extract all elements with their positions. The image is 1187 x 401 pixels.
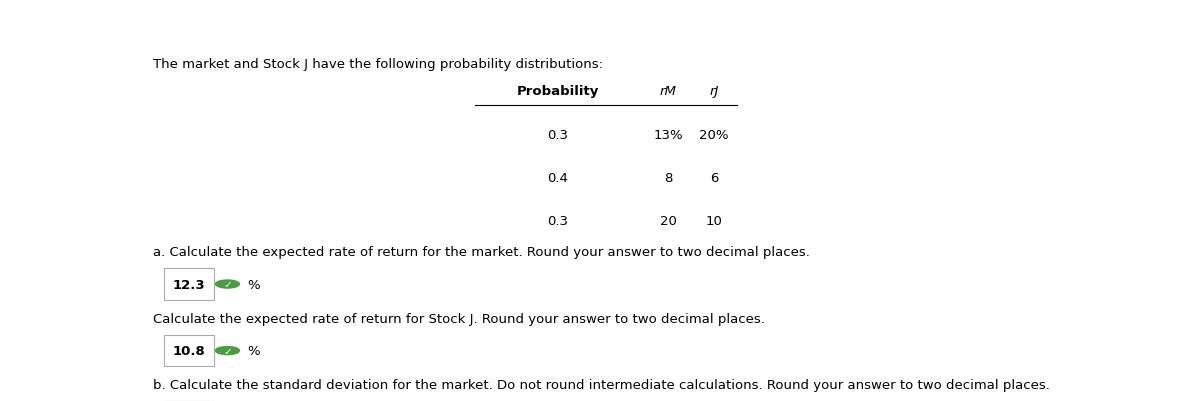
Text: 8: 8 bbox=[664, 172, 672, 184]
Text: ✓: ✓ bbox=[223, 279, 231, 289]
Text: Probability: Probability bbox=[516, 85, 599, 98]
Text: a. Calculate the expected rate of return for the market. Round your answer to tw: a. Calculate the expected rate of return… bbox=[153, 246, 810, 259]
Text: 20%: 20% bbox=[699, 128, 729, 142]
Text: 20: 20 bbox=[660, 215, 677, 228]
Text: 12.3: 12.3 bbox=[172, 278, 205, 291]
FancyBboxPatch shape bbox=[164, 269, 214, 300]
Text: 0.3: 0.3 bbox=[547, 215, 569, 228]
Text: b. Calculate the standard deviation for the market. Do not round intermediate ca: b. Calculate the standard deviation for … bbox=[153, 379, 1049, 391]
Text: The market and Stock J have the following probability distributions:: The market and Stock J have the followin… bbox=[153, 57, 603, 70]
Text: rM: rM bbox=[660, 85, 677, 98]
Circle shape bbox=[216, 280, 240, 288]
Text: 0.4: 0.4 bbox=[547, 172, 569, 184]
Text: 10: 10 bbox=[706, 215, 723, 228]
Text: 0.3: 0.3 bbox=[547, 128, 569, 142]
Text: 6: 6 bbox=[710, 172, 718, 184]
Text: Calculate the expected rate of return for Stock J. Round your answer to two deci: Calculate the expected rate of return fo… bbox=[153, 312, 764, 325]
Text: %: % bbox=[247, 278, 260, 291]
Text: 10.8: 10.8 bbox=[172, 344, 205, 357]
Text: rJ: rJ bbox=[710, 85, 719, 98]
Text: ✓: ✓ bbox=[223, 346, 231, 356]
Circle shape bbox=[216, 347, 240, 355]
FancyBboxPatch shape bbox=[164, 335, 214, 367]
Text: %: % bbox=[247, 344, 260, 357]
Text: 13%: 13% bbox=[653, 128, 683, 142]
